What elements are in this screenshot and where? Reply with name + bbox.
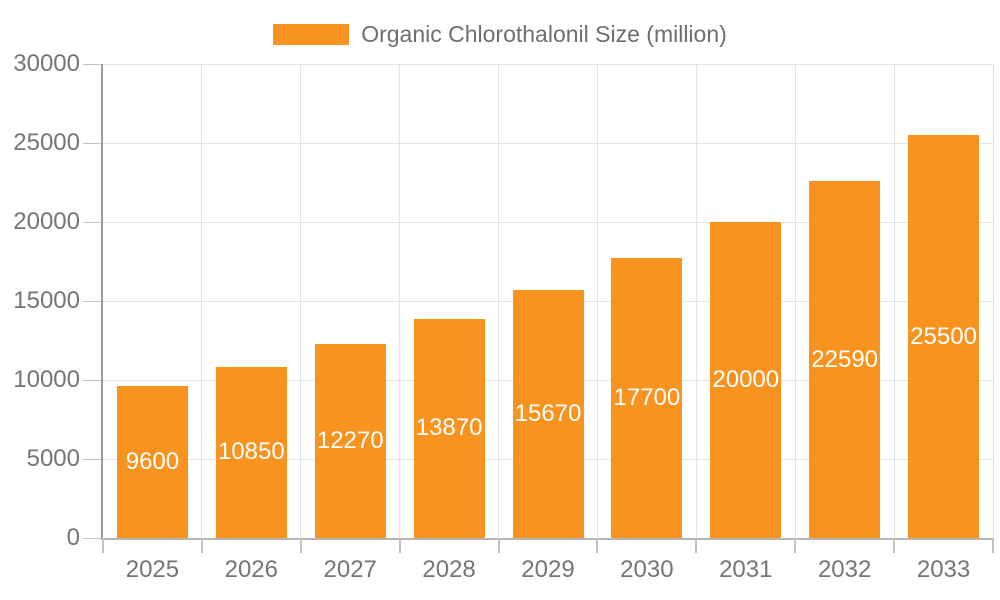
x-axis-label: 2027	[323, 556, 377, 583]
x-axis-label: 2032	[817, 556, 872, 583]
y-axis-label: 5000	[26, 445, 80, 472]
x-tick	[200, 538, 203, 553]
x-gridline	[893, 64, 895, 538]
bar-value-label: 9600	[125, 448, 180, 476]
x-gridline	[300, 64, 302, 538]
y-axis-label: 10000	[13, 366, 80, 393]
bar-value-label: 17700	[613, 384, 681, 412]
y-gridline	[103, 143, 993, 144]
x-axis-label: 2028	[422, 556, 476, 583]
x-axis-label: 2031	[719, 556, 773, 583]
bar-2031[interactable]: 20000	[710, 222, 782, 538]
plot-area: 0 5000 10000 15000 20000 25000 30000 2025 9600 20…	[13, 51, 994, 583]
y-gridline	[103, 64, 993, 65]
bar-value-label: 15670	[514, 400, 582, 428]
legend-item[interactable]: Organic Chlorothalonil Size (million)	[273, 21, 727, 48]
x-gridline	[596, 64, 598, 538]
x-gridline	[695, 64, 697, 538]
x-axis-label: 2026	[224, 556, 278, 583]
bar-2027[interactable]: 12270	[314, 344, 386, 538]
x-tick	[497, 538, 500, 553]
y-tick	[83, 64, 101, 65]
bar-2028[interactable]: 13870	[413, 318, 485, 538]
y-tick	[83, 380, 101, 381]
y-tick	[83, 301, 101, 302]
x-tick	[893, 538, 896, 553]
y-tick	[83, 459, 101, 460]
x-tick	[299, 538, 302, 553]
bar-value-label: 12270	[316, 427, 384, 455]
y-tick	[83, 222, 101, 223]
x-gridline	[794, 64, 796, 538]
x-axis-label: 2030	[620, 556, 674, 583]
y-axis-label: 15000	[13, 287, 80, 314]
bar-2032[interactable]: 22590	[809, 181, 881, 538]
bar-value-label: 20000	[712, 366, 780, 393]
x-axis-label: 2025	[125, 556, 180, 583]
y-gridline	[103, 222, 993, 223]
bar-2033[interactable]: 25500	[908, 135, 980, 538]
x-tick	[695, 538, 698, 553]
bar-2030[interactable]: 17700	[611, 258, 683, 538]
bar-value-label: 10850	[217, 438, 285, 466]
x-gridline	[201, 64, 203, 538]
x-tick	[596, 538, 599, 553]
x-tick	[102, 538, 104, 553]
y-tick	[83, 538, 101, 539]
x-tick	[398, 538, 401, 553]
legend: Organic Chlorothalonil Size (million)	[0, 21, 1000, 48]
x-tick	[794, 538, 797, 553]
bar-2026[interactable]: 10850	[215, 366, 287, 538]
x-gridline	[992, 64, 994, 538]
x-tick	[992, 538, 994, 553]
x-gridline	[498, 64, 500, 538]
bar-value-label: 13870	[415, 414, 483, 442]
y-axis-label: 25000	[13, 129, 80, 156]
bar-value-label: 25500	[910, 322, 977, 350]
y-tick	[83, 143, 101, 144]
legend-label: Organic Chlorothalonil Size (million)	[361, 21, 727, 47]
bar-value-label: 22590	[811, 345, 879, 373]
y-axis-label: 20000	[13, 208, 80, 235]
y-axis-label: 0	[66, 524, 80, 551]
x-axis-label: 2029	[521, 556, 575, 583]
x-gridline	[399, 64, 401, 538]
legend-swatch-icon	[273, 24, 350, 45]
y-axis-label: 30000	[13, 50, 80, 77]
bar-2029[interactable]: 15670	[512, 290, 584, 538]
bar-2025[interactable]: 9600	[116, 386, 188, 538]
x-axis-label: 2033	[916, 556, 971, 583]
